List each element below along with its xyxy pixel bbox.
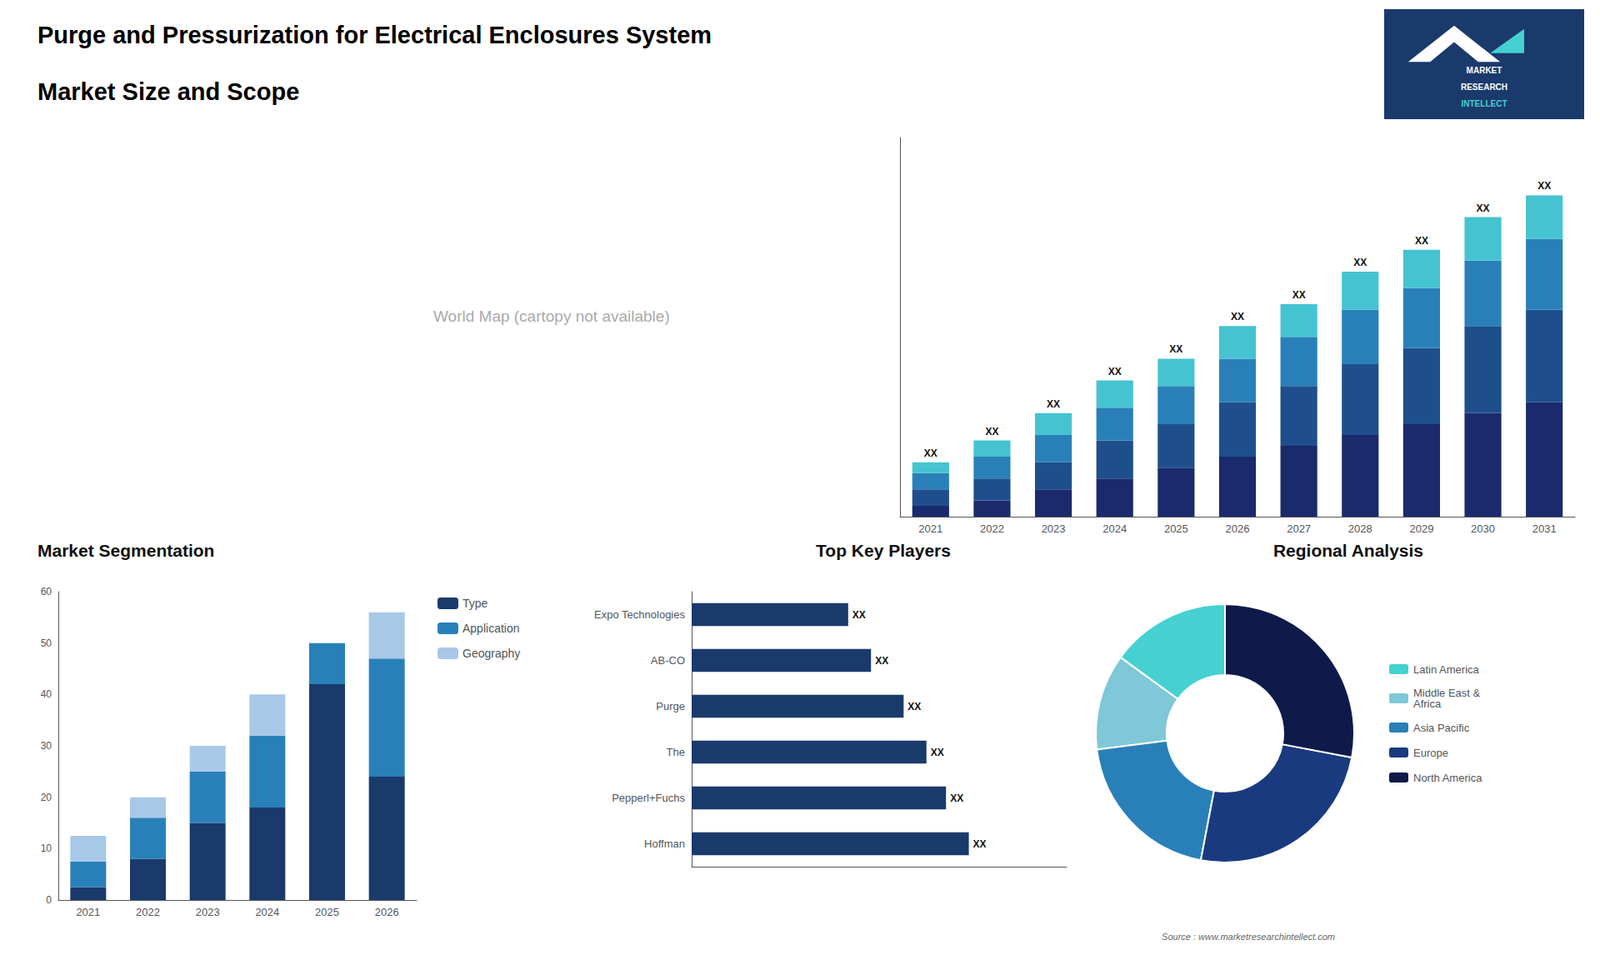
- svg-text:40: 40: [40, 688, 53, 700]
- svg-text:2024: 2024: [255, 905, 280, 919]
- svg-text:0: 0: [45, 894, 52, 906]
- svg-text:XX: XX: [1230, 310, 1245, 323]
- svg-text:XX: XX: [1046, 398, 1060, 410]
- svg-text:Regional Analysis: Regional Analysis: [1273, 540, 1424, 560]
- svg-text:Application: Application: [462, 621, 520, 635]
- svg-text:XX: XX: [907, 700, 921, 713]
- svg-text:Source : www.marketresearchint: Source : www.marketresearchintellect.com: [1161, 931, 1335, 942]
- svg-text:XX: XX: [930, 746, 945, 759]
- svg-text:World Map (cartopy not availab: World Map (cartopy not available): [433, 307, 670, 325]
- svg-text:MARKET: MARKET: [1466, 65, 1503, 75]
- svg-text:North America: North America: [1413, 771, 1483, 785]
- svg-text:2022: 2022: [135, 905, 160, 919]
- svg-text:XX: XX: [1476, 202, 1490, 215]
- svg-text:2022: 2022: [980, 522, 1005, 535]
- svg-text:2030: 2030: [1470, 522, 1495, 535]
- svg-text:XX: XX: [1108, 365, 1122, 378]
- svg-text:2021: 2021: [75, 905, 100, 919]
- svg-text:XX: XX: [1415, 235, 1429, 247]
- svg-text:Market Segmentation: Market Segmentation: [37, 540, 215, 560]
- svg-text:The: The: [666, 745, 685, 759]
- svg-text:2028: 2028: [1348, 522, 1373, 535]
- svg-text:2023: 2023: [1041, 522, 1066, 535]
- svg-text:XX: XX: [924, 447, 938, 460]
- svg-text:XX: XX: [852, 609, 866, 621]
- svg-text:2026: 2026: [1225, 522, 1250, 535]
- svg-text:2029: 2029: [1409, 522, 1434, 535]
- svg-text:XX: XX: [973, 838, 987, 850]
- svg-text:Pepperl+Fuchs: Pepperl+Fuchs: [611, 791, 685, 805]
- svg-text:2024: 2024: [1102, 522, 1127, 535]
- svg-text:XX: XX: [1537, 180, 1551, 192]
- svg-text:50: 50: [40, 637, 53, 650]
- svg-text:Type: Type: [462, 596, 489, 610]
- svg-text:2027: 2027: [1286, 522, 1311, 535]
- svg-text:Middle East &: Middle East &: [1413, 686, 1481, 700]
- svg-text:Africa: Africa: [1413, 697, 1442, 710]
- svg-text:XX: XX: [1353, 256, 1367, 269]
- svg-text:2025: 2025: [1164, 522, 1189, 535]
- svg-text:Geography: Geography: [462, 646, 520, 660]
- svg-text:2026: 2026: [375, 905, 400, 919]
- svg-text:60: 60: [40, 585, 53, 598]
- svg-text:Asia Pacific: Asia Pacific: [1413, 721, 1470, 735]
- svg-text:XX: XX: [1169, 343, 1183, 355]
- svg-text:XX: XX: [985, 425, 999, 438]
- svg-text:Hoffman: Hoffman: [644, 837, 685, 850]
- svg-text:XX: XX: [875, 655, 889, 667]
- svg-text:AB-CO: AB-CO: [650, 654, 685, 667]
- svg-text:Expo Technologies: Expo Technologies: [594, 608, 685, 621]
- svg-text:2031: 2031: [1532, 522, 1557, 535]
- svg-text:10: 10: [40, 842, 53, 855]
- svg-text:INTELLECT: INTELLECT: [1461, 99, 1508, 109]
- svg-text:XX: XX: [1292, 289, 1306, 301]
- svg-text:20: 20: [40, 791, 53, 804]
- svg-text:Europe: Europe: [1413, 746, 1449, 760]
- svg-text:30: 30: [40, 740, 53, 752]
- svg-text:Market Size and Scope: Market Size and Scope: [37, 78, 300, 105]
- svg-text:Latin America: Latin America: [1413, 663, 1480, 676]
- svg-text:2023: 2023: [195, 905, 220, 919]
- svg-text:Top Key Players: Top Key Players: [815, 540, 951, 560]
- svg-text:2021: 2021: [918, 522, 943, 535]
- svg-text:Purge: Purge: [655, 700, 685, 713]
- svg-text:Purge and Pressurization for E: Purge and Pressurization for Electrical …: [37, 21, 712, 49]
- svg-text:RESEARCH: RESEARCH: [1460, 82, 1508, 92]
- svg-text:XX: XX: [950, 792, 964, 805]
- svg-text:2025: 2025: [315, 905, 340, 919]
